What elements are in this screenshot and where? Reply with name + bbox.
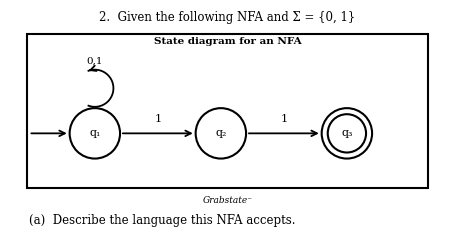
Text: q₂: q₂	[215, 128, 227, 138]
Text: State diagram for an NFA: State diagram for an NFA	[154, 37, 301, 46]
Text: q₁: q₁	[89, 128, 101, 138]
Text: 0,1: 0,1	[86, 57, 103, 66]
Text: (a)  Describe the language this NFA accepts.: (a) Describe the language this NFA accep…	[29, 214, 295, 227]
Bar	[27, 34, 428, 188]
Text: 1: 1	[280, 114, 288, 124]
Text: 2.  Given the following NFA and Σ = {0, 1}: 2. Given the following NFA and Σ = {0, 1…	[99, 11, 356, 24]
Text: Grabstate⁻: Grabstate⁻	[202, 196, 253, 205]
Text: 1: 1	[154, 114, 162, 124]
Text: q₃: q₃	[341, 128, 353, 138]
